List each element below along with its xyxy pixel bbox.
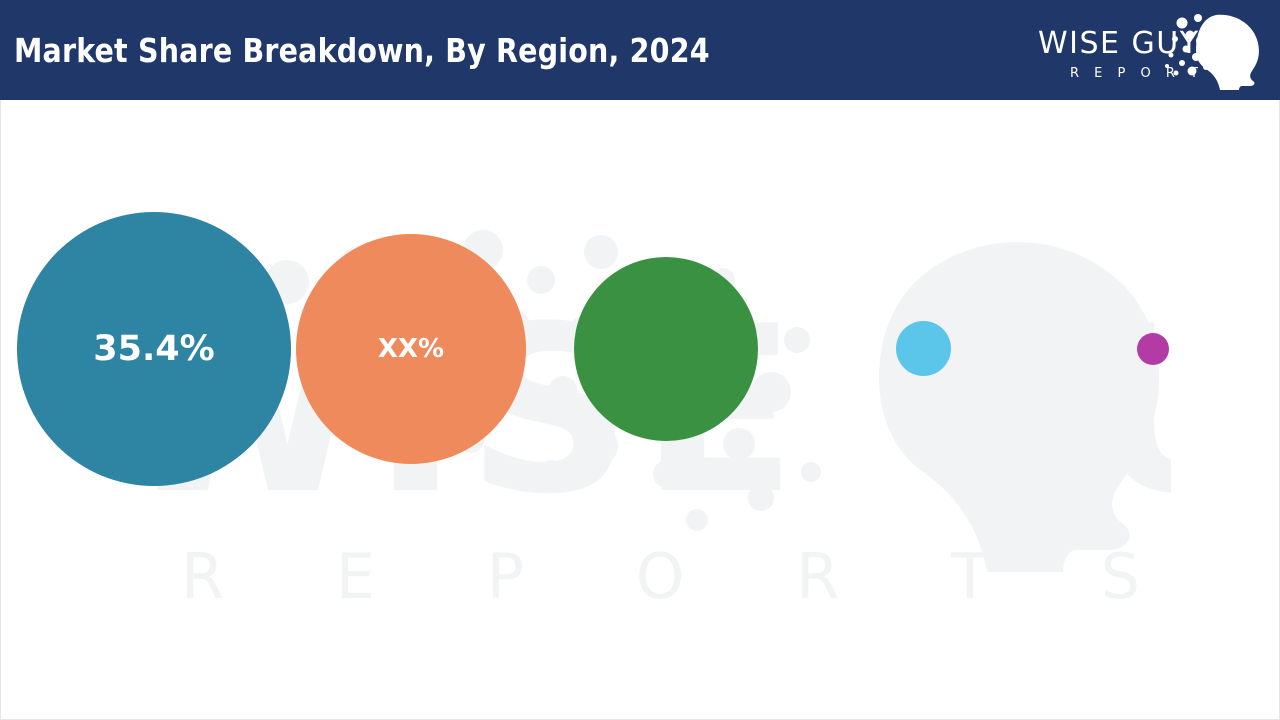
bubble-mea[interactable] xyxy=(1137,333,1169,365)
svg-text:R E P O R T S: R E P O R T S xyxy=(1070,66,1227,81)
chart-plot-area: WISE GUY R E P O R T S xyxy=(0,100,1280,720)
bubble-value-label: 35.4% xyxy=(93,329,215,369)
bubble-value-label: XX% xyxy=(377,334,445,364)
bubble-apac[interactable] xyxy=(574,257,758,441)
bubble-south-america[interactable] xyxy=(896,321,951,376)
wise-guy-reports-logo: WISE GUY R E P O R T S xyxy=(1030,9,1262,91)
svg-text:R E P O R T S: R E P O R T S xyxy=(181,540,1171,613)
header-bar: Market Share Breakdown, By Region, 2024 … xyxy=(0,0,1280,100)
bubble-europe[interactable]: XX% xyxy=(296,234,526,464)
svg-text:WISE GUY: WISE GUY xyxy=(1038,26,1200,61)
bubble-north-america[interactable]: 35.4% xyxy=(17,212,291,486)
page-title: Market Share Breakdown, By Region, 2024 xyxy=(14,30,710,70)
